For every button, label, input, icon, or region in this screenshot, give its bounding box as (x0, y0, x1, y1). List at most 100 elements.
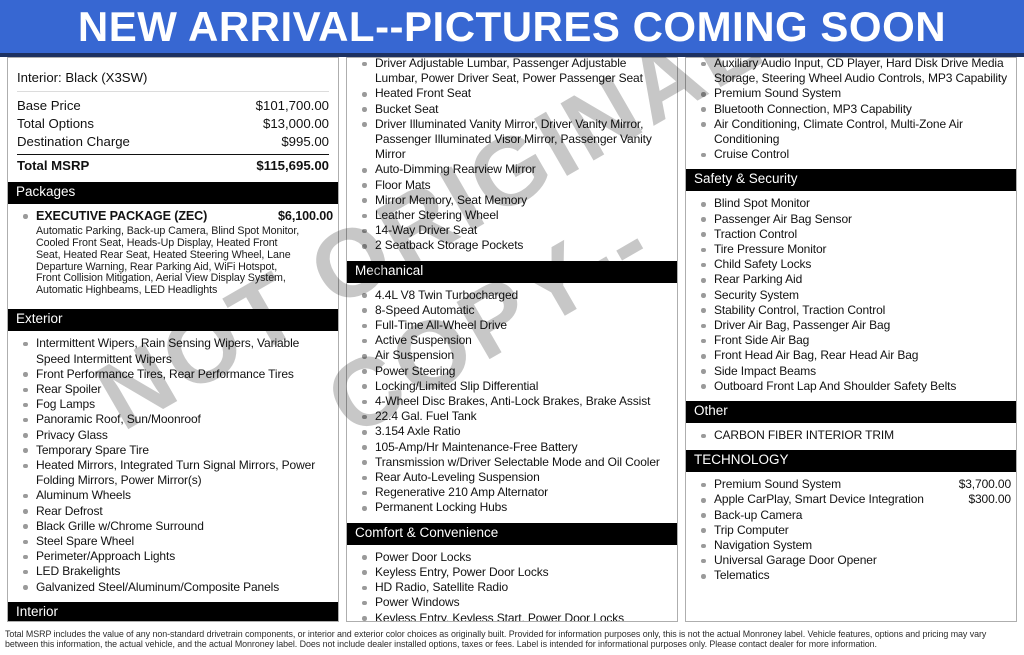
list-item: Driver Adjustable Lumbar, Passenger Adju… (354, 58, 672, 86)
list-item-row: Power Windows (375, 595, 672, 610)
list-item-row: Driver Adjustable Lumbar, Passenger Adju… (375, 58, 672, 86)
list-item-row: Heated Front Seat (375, 86, 672, 101)
section-header-safety-security: Safety & Security (686, 169, 1016, 192)
list-item-text: 8-Speed Automatic (375, 302, 475, 317)
section-header-comfort-convenience: Comfort & Convenience (347, 522, 677, 545)
list-item-row: Premium Sound System (714, 86, 1011, 101)
list-item-row: Stability Control, Traction Control (714, 303, 1011, 318)
list-item-row: 105-Amp/Hr Maintenance-Free Battery (375, 440, 672, 455)
section-header-other: Other (686, 401, 1016, 424)
list-item-text: Bucket Seat (375, 101, 439, 116)
list-item-row: Regenerative 210 Amp Alternator (375, 485, 672, 500)
list-item-text: Front Side Air Bag (714, 333, 810, 348)
list-item-text: Power Door Locks (375, 549, 472, 564)
list-item-row: Steel Spare Wheel (36, 534, 333, 549)
list-item: Universal Garage Door Opener (693, 553, 1011, 568)
list-item-text: Galvanized Steel/Aluminum/Composite Pane… (36, 579, 280, 594)
list-item-row: Rear Spoiler (36, 382, 333, 397)
list-item-row: Mirror Memory, Seat Memory (375, 193, 672, 208)
list-item-row: Security System (714, 288, 1011, 303)
list-item-text: Back-up Camera (714, 507, 803, 522)
list-item: Auxiliary Audio Input, CD Player, Hard D… (693, 57, 1011, 86)
list-item: Floor Mats (354, 178, 672, 193)
list-item-row: Locking/Limited Slip Differential (375, 379, 672, 394)
list-item-row: Black Grille w/Chrome Surround (36, 519, 333, 534)
list-item-row: Blind Spot Monitor (714, 196, 1011, 211)
list-item-row: Panoramic Roof, Sun/Moonroof (36, 412, 333, 427)
list-item-text: Transmission w/Driver Selectable Mode an… (375, 454, 660, 469)
list-item-row: Front Performance Tires, Rear Performanc… (36, 367, 333, 382)
list-item-row: Rear Auto-Leveling Suspension (375, 470, 672, 485)
list-item-row: 4.4L V8 Twin Turbocharged (375, 288, 672, 303)
feature-list: Driver Adjustable Lumbar, Passenger Adju… (347, 58, 677, 261)
list-item-text: Air Suspension (375, 348, 455, 363)
list-item-row: LED Brakelights (36, 564, 333, 579)
list-item-row: Rear Parking Aid (714, 272, 1011, 287)
section-header-interior: Interior (8, 601, 338, 621)
list-item: Regenerative 210 Amp Alternator (354, 485, 672, 500)
list-item-row: Child Safety Locks (714, 257, 1011, 272)
column-middle: Driver Adjustable Lumbar, Passenger Adju… (346, 57, 678, 622)
list-item-row: Front Side Air Bag (714, 333, 1011, 348)
list-item-row: Perimeter/Approach Lights (36, 549, 333, 564)
list-item: 14-Way Driver Seat (354, 223, 672, 238)
list-item: Driver Illuminated Vanity Mirror, Driver… (354, 117, 672, 163)
list-item: LED Brakelights (15, 564, 333, 579)
list-item-row: Heated Mirrors, Integrated Turn Signal M… (36, 458, 333, 488)
list-item: 3.154 Axle Ratio (354, 424, 672, 439)
list-item-row: Active Suspension (375, 333, 672, 348)
list-item: Front Head Air Bag, Rear Head Air Bag (693, 348, 1011, 363)
list-item-row: Bluetooth Connection, MP3 Capability (714, 102, 1011, 117)
list-item: Air Conditioning, Climate Control, Multi… (693, 117, 1011, 147)
list-item-row: Passenger Air Bag Sensor (714, 212, 1011, 227)
list-item-text: Permanent Locking Hubs (375, 500, 508, 515)
list-item-text: Auxiliary Audio Input, CD Player, Hard D… (714, 57, 1008, 86)
list-item-text: Driver Illuminated Vanity Mirror, Driver… (375, 116, 652, 162)
list-item-text: Locking/Limited Slip Differential (375, 378, 539, 393)
list-item-text: LED Brakelights (36, 564, 121, 579)
list-item: Bucket Seat (354, 102, 672, 117)
list-item-text: Security System (714, 287, 799, 302)
list-item: 105-Amp/Hr Maintenance-Free Battery (354, 440, 672, 455)
list-item-text: Side Impact Beams (714, 363, 817, 378)
list-item-row: Back-up Camera (714, 508, 1011, 523)
list-item: CARBON FIBER INTERIOR TRIM (693, 428, 1011, 443)
list-item: Blind Spot Monitor (693, 196, 1011, 211)
list-item-row: Power Door Locks (375, 550, 672, 565)
pricing-summary: Interior: Black (X3SW) Base Price $101,700… (8, 62, 338, 182)
list-item: Premium Sound System (693, 86, 1011, 101)
list-item-text: Front Head Air Bag, Rear Head Air Bag (714, 348, 919, 363)
list-item-text: Privacy Glass (36, 427, 108, 442)
price-row-label: Total Options (17, 115, 94, 131)
list-item-text: Premium Sound System (714, 86, 841, 101)
list-item: Intermittent Wipers, Rain Sensing Wipers… (15, 336, 333, 366)
list-item: Apple CarPlay, Smart Device Integration $… (693, 492, 1011, 507)
list-item-text: Bluetooth Connection, MP3 Capability (714, 101, 912, 116)
list-item-row: Driver Air Bag, Passenger Air Bag (714, 318, 1011, 333)
feature-list: CARBON FIBER INTERIOR TRIM (686, 423, 1016, 450)
list-item: Panoramic Roof, Sun/Moonroof (15, 412, 333, 427)
disclaimer-text: Total MSRP includes the value of any non… (5, 628, 987, 650)
list-item: Cruise Control (693, 147, 1011, 162)
list-item: Outboard Front Lap And Shoulder Safety B… (693, 379, 1011, 394)
column-left: Interior: Black (X3SW) Base Price $101,700… (7, 57, 339, 622)
list-item: Air Suspension (354, 348, 672, 363)
price-row-value: $101,700.00 (255, 97, 329, 113)
list-item-text: Driver Air Bag, Passenger Air Bag (714, 318, 891, 333)
list-item-text: Full-Time All-Wheel Drive (375, 318, 507, 333)
price-row-value: $13,000.00 (262, 115, 329, 131)
list-item-row: Traction Control (714, 227, 1011, 242)
list-item: Black Grille w/Chrome Surround (15, 519, 333, 534)
list-item-text: Traction Control (714, 226, 797, 241)
list-item-text: HD Radio, Satellite Radio (375, 580, 509, 595)
list-item: Auto-Dimming Rearview Mirror (354, 162, 672, 177)
list-item-row: Rear Defrost (36, 504, 333, 519)
list-item-price: $300.00 (968, 492, 1011, 507)
list-item-text: Regenerative 210 Amp Alternator (375, 485, 549, 500)
list-item-text: Keyless Entry, Keyless Start, Power Door… (375, 610, 625, 622)
list-item-text: 4.4L V8 Twin Turbocharged (375, 287, 519, 302)
list-item: Telematics (693, 568, 1011, 583)
list-item-row: Galvanized Steel/Aluminum/Composite Pane… (36, 580, 333, 595)
list-item-text: Power Steering (375, 363, 456, 378)
list-item: Tire Pressure Monitor (693, 242, 1011, 257)
